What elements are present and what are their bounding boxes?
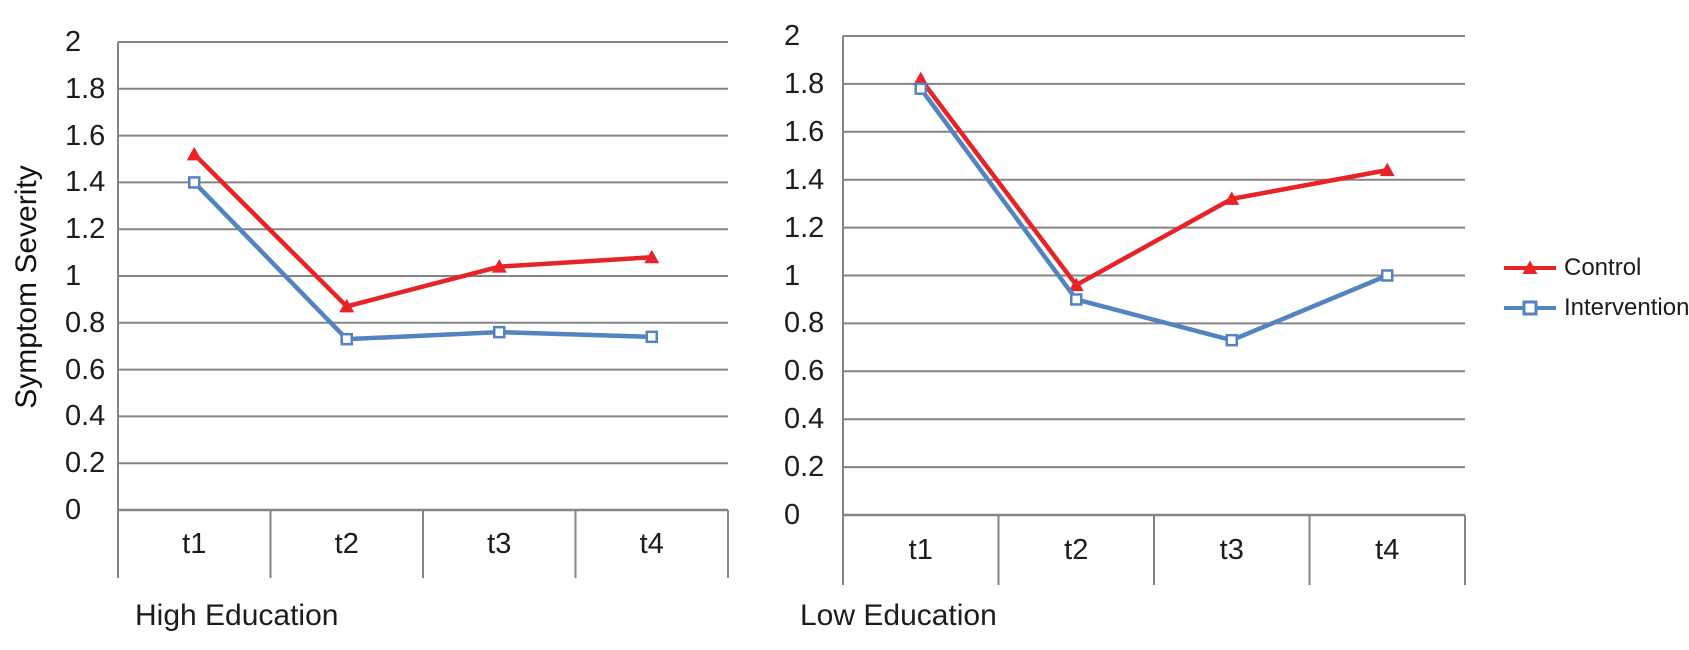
marker-intervention-t2 [340, 332, 353, 346]
y-tick-label: 2 [784, 20, 801, 52]
x-category-label: t2 [1064, 534, 1089, 566]
x-category-label: t3 [487, 528, 512, 560]
marker-intervention-t1 [188, 176, 201, 189]
legend-entry-control: Control [1502, 254, 1689, 282]
intervention-series-swatch-icon [1504, 300, 1556, 316]
marker-control-t2 [1068, 277, 1084, 292]
y-tick-label: 1.4 [65, 166, 106, 199]
marker-control-t2 [339, 298, 355, 313]
y-tick-label: 1 [65, 260, 82, 292]
y-tick-label: 1.8 [784, 67, 825, 100]
marker-intervention-t4 [645, 330, 658, 344]
y-tick-label: 0.6 [65, 353, 106, 386]
y-tick-label: 0.6 [784, 355, 825, 388]
legend-label-intervention: Intervention [1564, 294, 1689, 321]
series-line-control [918, 76, 1390, 288]
marker-control-t4 [1379, 162, 1395, 177]
marker-control-t3 [1224, 191, 1240, 205]
y-tick-label: 1.2 [784, 211, 825, 244]
y-tick-label: 1.6 [65, 119, 106, 152]
marker-control-t1 [913, 71, 929, 86]
y-tick-label: 2 [65, 26, 82, 58]
legend-label-control: Control [1564, 254, 1642, 281]
x-category-label: t4 [1375, 534, 1400, 566]
marker-intervention-t1 [914, 82, 927, 95]
y-tick-label: 0 [784, 499, 801, 531]
y-tick-label: 0.4 [784, 403, 825, 436]
marker-intervention-t3 [1225, 333, 1238, 347]
legend-entry-intervention: Intervention [1502, 294, 1689, 322]
y-tick-label: 1.2 [65, 213, 106, 246]
y-tick-label: 1.8 [65, 72, 106, 105]
x-category-label: t1 [182, 528, 207, 560]
panel-caption-low-education: Low Education [800, 599, 997, 632]
x-category-label: t1 [908, 534, 933, 566]
y-tick-label: 1 [784, 259, 801, 292]
series-line-intervention [918, 86, 1390, 343]
marker-control-t3 [491, 259, 507, 273]
y-tick-label: 0.2 [65, 447, 106, 480]
marker-intervention-t2 [1070, 293, 1083, 306]
control-series-swatch-icon [1504, 260, 1556, 274]
x-category-label: t2 [334, 528, 359, 560]
series-line-intervention [192, 180, 654, 342]
x-category-label: t4 [639, 528, 664, 560]
y-axis-title: Symptom Severity [10, 165, 43, 409]
y-tick-label: 0.8 [65, 306, 106, 339]
marker-control-t4 [644, 249, 660, 264]
x-category-label: t3 [1219, 534, 1244, 566]
y-tick-label: 0 [65, 494, 82, 526]
legend: Control Intervention [1502, 254, 1689, 322]
y-tick-label: 1.4 [784, 163, 825, 196]
y-tick-label: 0.8 [784, 307, 825, 340]
marker-intervention-t3 [493, 325, 506, 339]
y-tick-label: 0.2 [784, 451, 825, 484]
marker-intervention-t4 [1381, 269, 1394, 282]
y-tick-label: 1.6 [784, 115, 825, 148]
marker-control-t1 [186, 146, 202, 161]
y-tick-label: 0.4 [65, 400, 106, 433]
series-line-control [192, 152, 654, 309]
panel-caption-high-education: High Education [135, 599, 339, 632]
